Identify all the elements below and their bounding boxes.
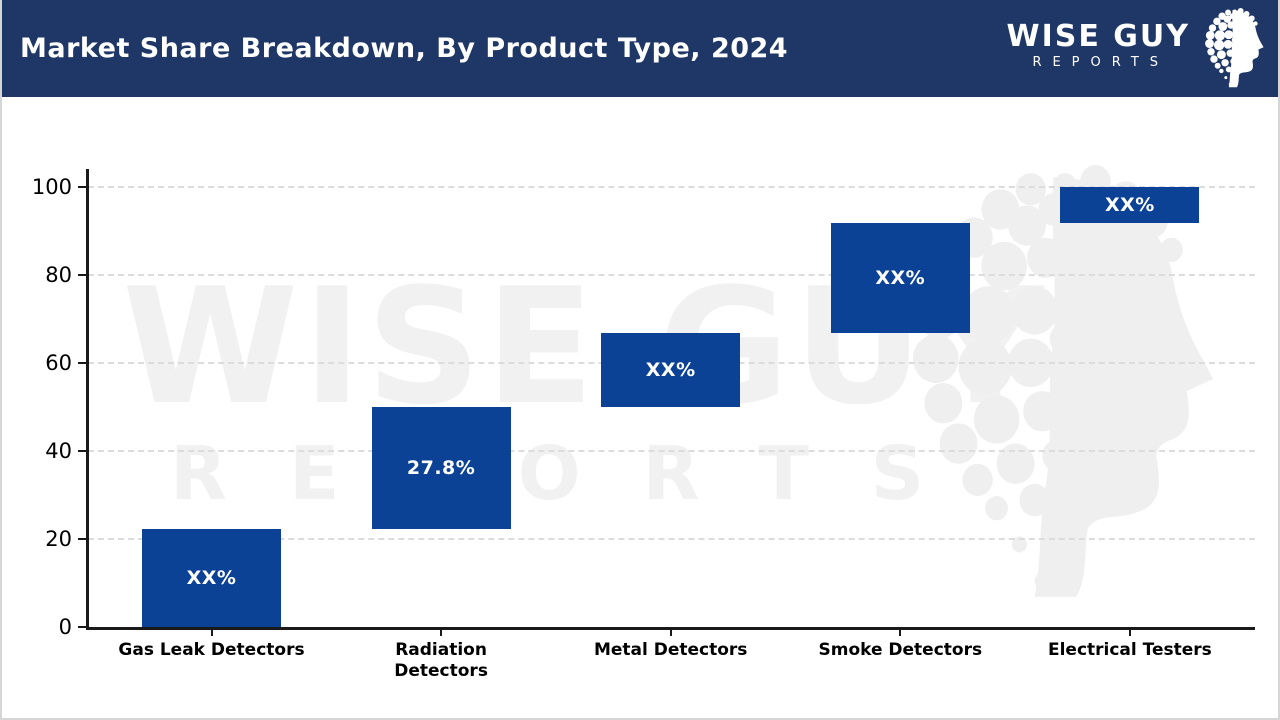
logo-wise-guy-text: WISE GUY	[1006, 19, 1190, 54]
x-axis-label-smoke-detectors: Smoke Detectors	[818, 640, 983, 660]
y-tick-label-40: 40	[45, 439, 72, 463]
gridline-80	[88, 274, 1255, 276]
bar-label-smoke-detectors: XX%	[875, 267, 926, 290]
x-axis-label-metal-detectors: Metal Detectors	[593, 640, 748, 660]
bar-gas-leak-detectors: XX%	[142, 529, 281, 627]
bar-smoke-detectors: XX%	[830, 223, 970, 334]
page-title: Market Share Breakdown, By Product Type,…	[20, 33, 789, 64]
watermark-reports-text: REPORTS	[170, 431, 987, 517]
bar-label-gas-leak-detectors: XX%	[186, 567, 237, 590]
bar-label-electrical-testers: XX%	[1104, 194, 1155, 217]
gridline-40	[88, 450, 1255, 452]
y-tick-0	[78, 626, 87, 628]
bar-label-radiation-detectors: 27.8%	[406, 457, 476, 480]
y-axis-line	[86, 169, 89, 630]
y-tick-60	[78, 362, 87, 364]
y-tick-label-20: 20	[45, 527, 72, 551]
y-tick-80	[78, 274, 87, 276]
x-tick-gas-leak-detectors	[210, 629, 213, 636]
chart-area: WISE GUY REPORTS 0 20 40 60 80 100 XX% Gas Leak…	[0, 97, 1280, 720]
x-tick-radiation-detectors	[440, 629, 443, 636]
x-axis-label-electrical-testers: Electrical Testers	[1047, 640, 1212, 660]
wiseguy-logo-wordmark: WISE GUY REPORTS	[1006, 19, 1190, 71]
x-tick-electrical-testers	[1128, 629, 1131, 636]
logo-reports-text: REPORTS	[1032, 55, 1170, 70]
y-tick-label-0: 0	[58, 615, 72, 639]
bar-electrical-testers: XX%	[1060, 187, 1200, 224]
y-tick-label-100: 100	[31, 175, 72, 199]
wiseguy-head-icon	[1205, 8, 1264, 88]
gridline-100	[88, 186, 1255, 188]
x-tick-metal-detectors	[669, 629, 672, 636]
x-axis-label-gas-leak-detectors: Gas Leak Detectors	[118, 640, 305, 660]
y-tick-label-60: 60	[45, 351, 72, 375]
bar-radiation-detectors: 27.8%	[371, 407, 511, 530]
header-bar: Market Share Breakdown, By Product Type,…	[0, 0, 1280, 97]
gridline-20	[88, 538, 1255, 540]
y-tick-label-80: 80	[45, 263, 72, 287]
x-tick-smoke-detectors	[899, 629, 902, 636]
bar-label-metal-detectors: XX%	[645, 359, 696, 382]
y-tick-100	[78, 186, 87, 188]
y-tick-40	[78, 450, 87, 452]
y-tick-20	[78, 538, 87, 540]
wiseguy-logo: WISE GUY REPORTS	[1006, 6, 1268, 90]
bar-metal-detectors: XX%	[601, 333, 741, 407]
x-axis-label-radiation-detectors: Radiation Detectors	[394, 640, 488, 681]
x-axis-line	[86, 627, 1255, 630]
